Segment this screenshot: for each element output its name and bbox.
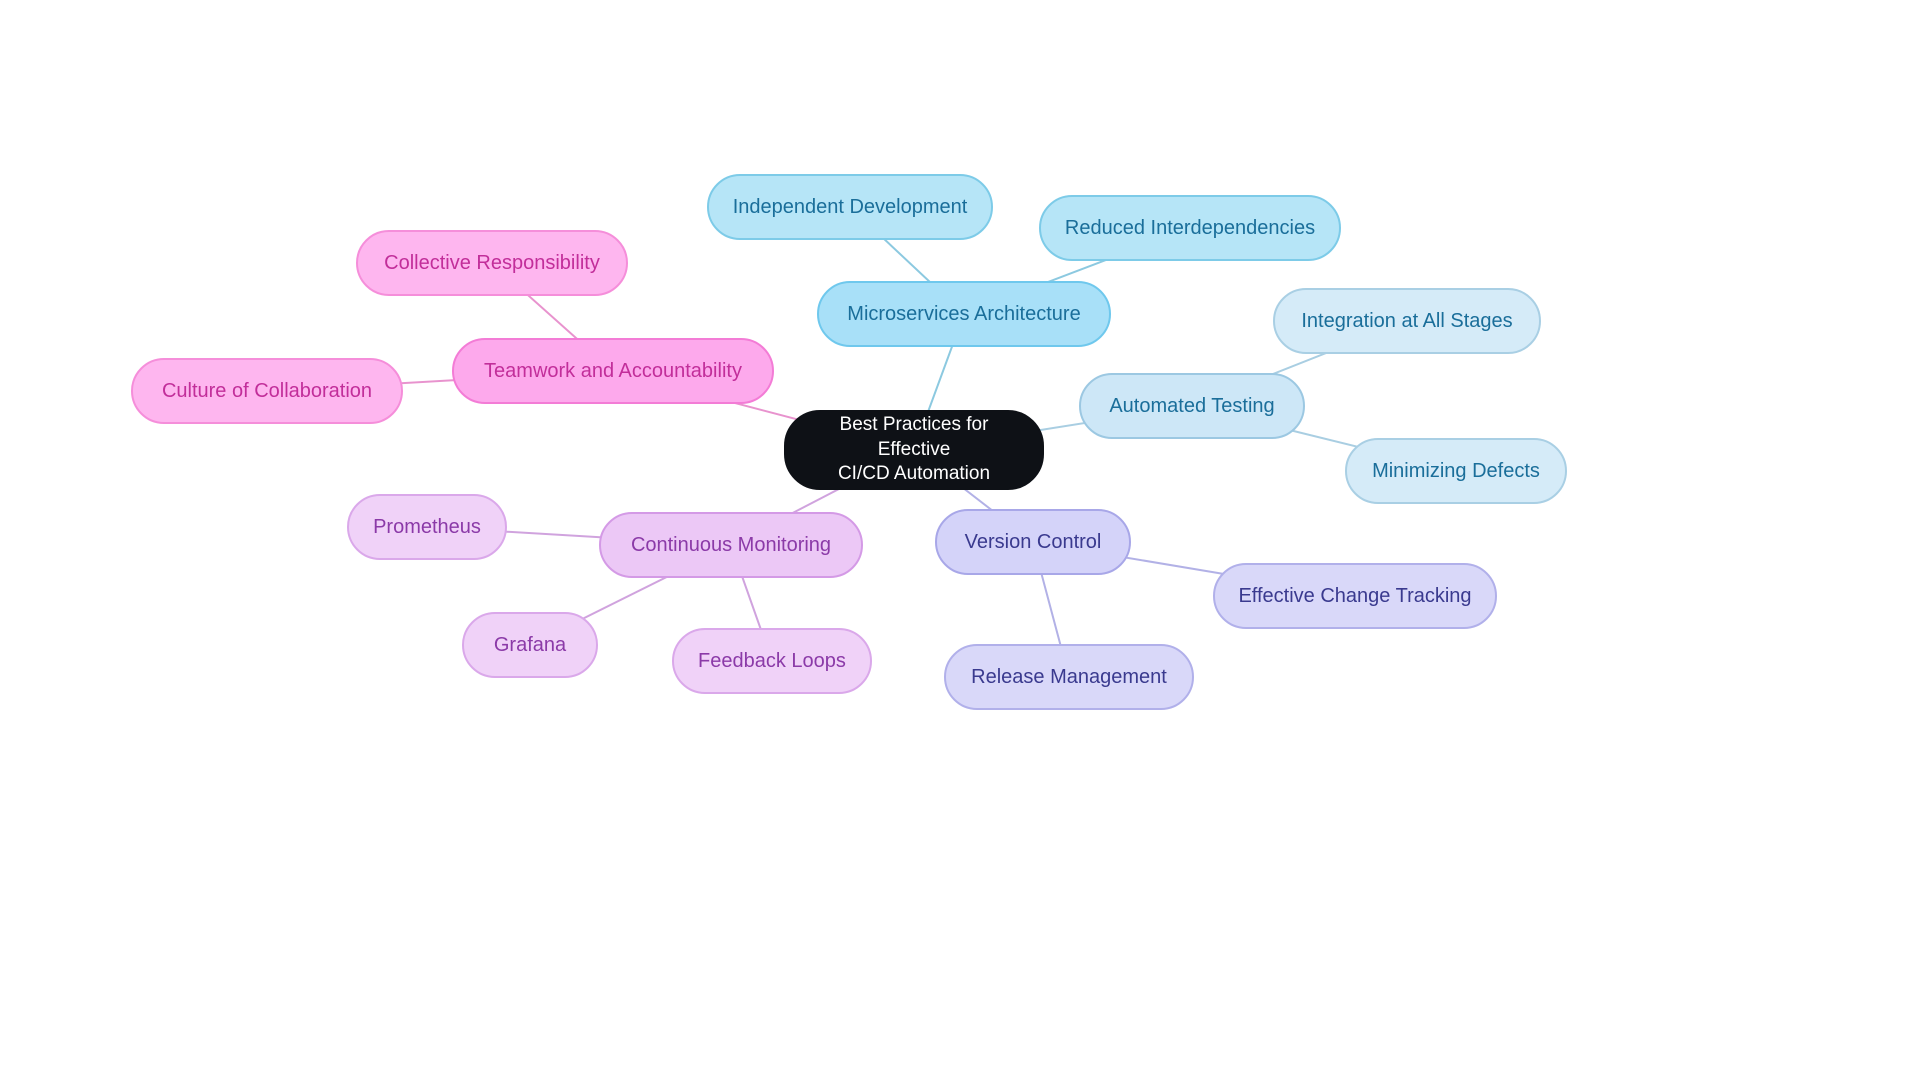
leaf-integration-stages: Integration at All Stages <box>1273 288 1541 354</box>
leaf-grafana: Grafana <box>462 612 598 678</box>
leaf-release-mgmt: Release Management <box>944 644 1194 710</box>
leaf-feedback-loops: Feedback Loops <box>672 628 872 694</box>
branch-teamwork: Teamwork and Accountability <box>452 338 774 404</box>
branch-microservices: Microservices Architecture <box>817 281 1111 347</box>
branch-version-control: Version Control <box>935 509 1131 575</box>
leaf-culture-collab: Culture of Collaboration <box>131 358 403 424</box>
leaf-minimizing-defects: Minimizing Defects <box>1345 438 1567 504</box>
leaf-collective-resp: Collective Responsibility <box>356 230 628 296</box>
branch-automated-testing: Automated Testing <box>1079 373 1305 439</box>
branch-continuous-monitoring: Continuous Monitoring <box>599 512 863 578</box>
root-node: Best Practices for EffectiveCI/CD Automa… <box>784 410 1044 490</box>
leaf-change-tracking: Effective Change Tracking <box>1213 563 1497 629</box>
leaf-reduced-interdep: Reduced Interdependencies <box>1039 195 1341 261</box>
leaf-indep-dev: Independent Development <box>707 174 993 240</box>
leaf-prometheus: Prometheus <box>347 494 507 560</box>
